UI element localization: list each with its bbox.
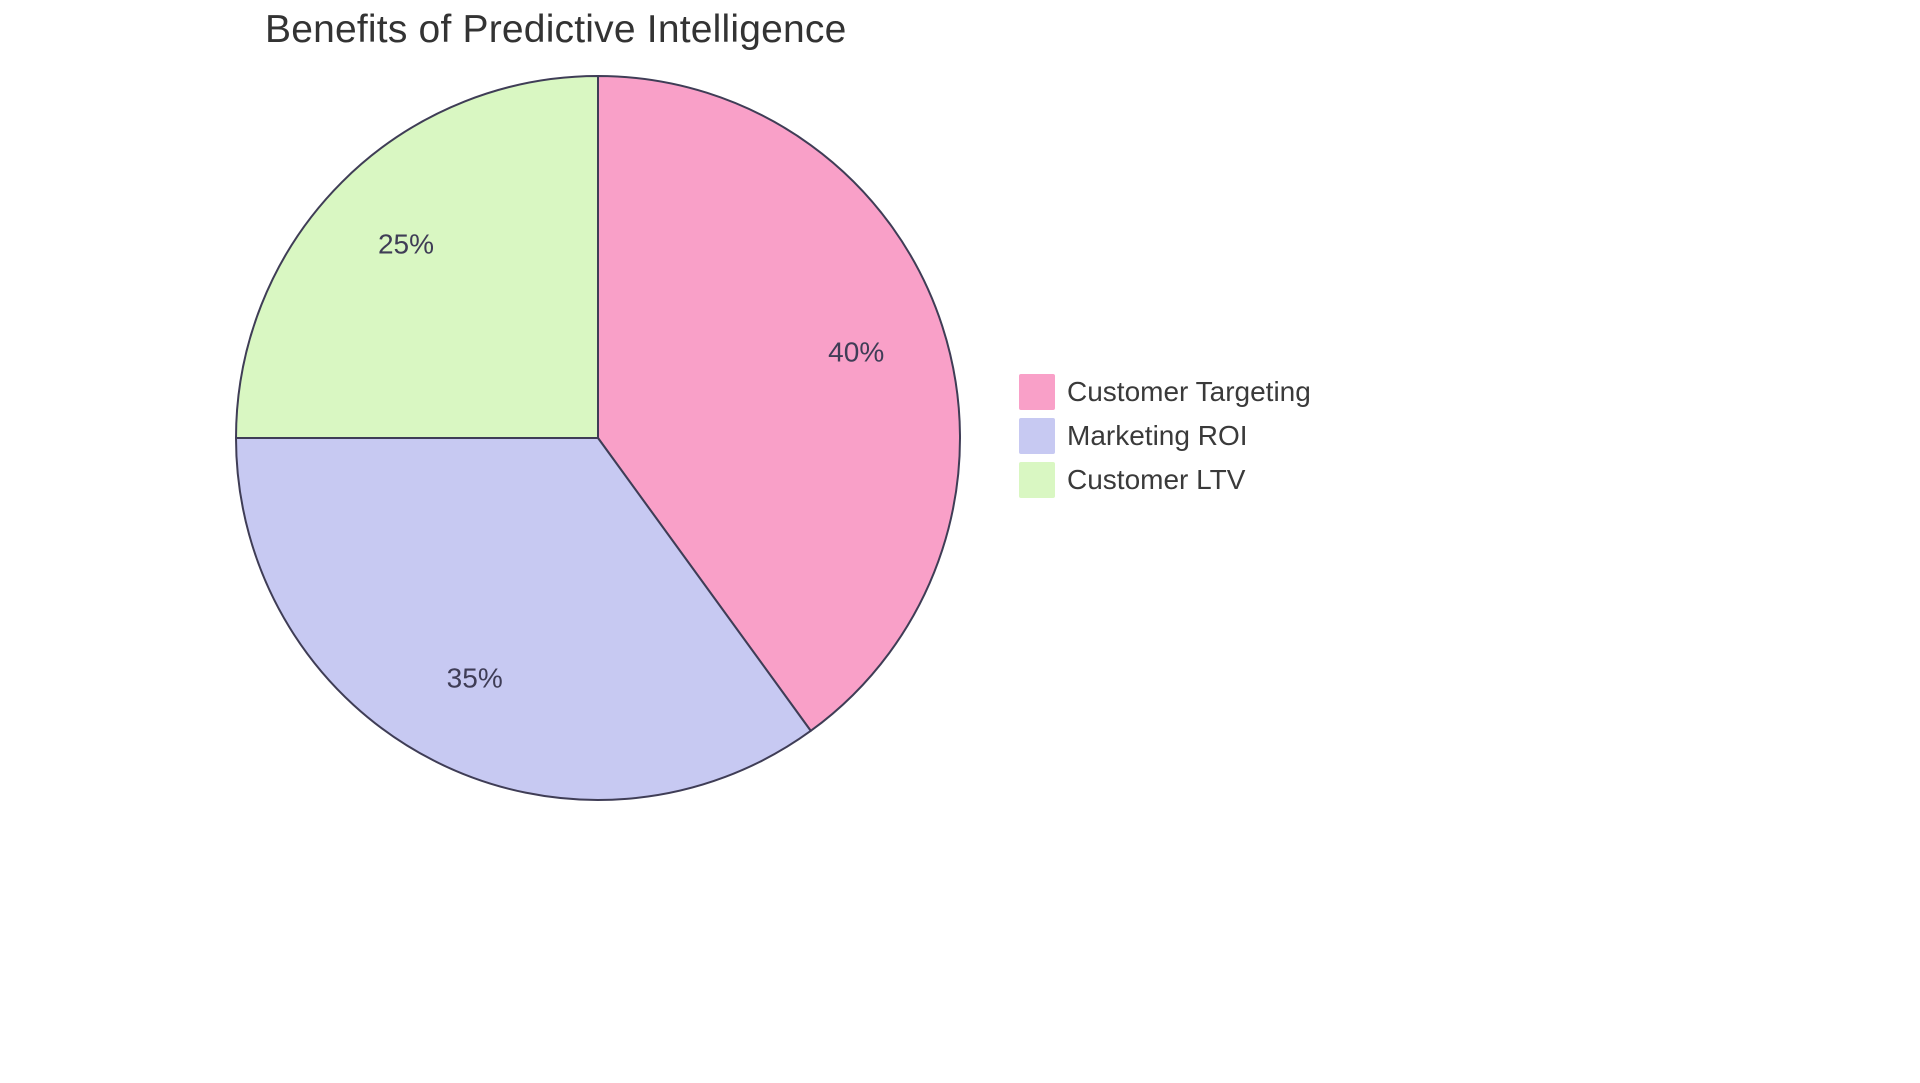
slice-label-customer-ltv: 25% [378, 228, 434, 259]
legend-swatch-marketing-roi [1019, 418, 1055, 454]
legend-item-marketing-roi[interactable]: Marketing ROI [1019, 418, 1311, 454]
pie-slice-customer-targeting[interactable] [597, 75, 961, 732]
slice-label-customer-targeting: 40% [828, 336, 884, 367]
pie-slice-customer-ltv[interactable] [235, 75, 599, 439]
legend-swatch-customer-targeting [1019, 374, 1055, 410]
legend-item-customer-targeting[interactable]: Customer Targeting [1019, 374, 1311, 410]
chart-legend: Customer Targeting Marketing ROI Customer … [1019, 374, 1311, 498]
legend-label-marketing-roi: Marketing ROI [1067, 420, 1248, 451]
pie-slice-marketing-roi[interactable] [235, 437, 812, 801]
slice-label-marketing-roi: 35% [447, 662, 503, 693]
legend-item-customer-ltv[interactable]: Customer LTV [1019, 462, 1311, 498]
chart-title: Benefits of Predictive Intelligence [265, 8, 847, 51]
legend-swatch-customer-ltv [1019, 462, 1055, 498]
legend-label-customer-targeting: Customer Targeting [1067, 376, 1311, 407]
legend-label-customer-ltv: Customer LTV [1067, 464, 1246, 495]
